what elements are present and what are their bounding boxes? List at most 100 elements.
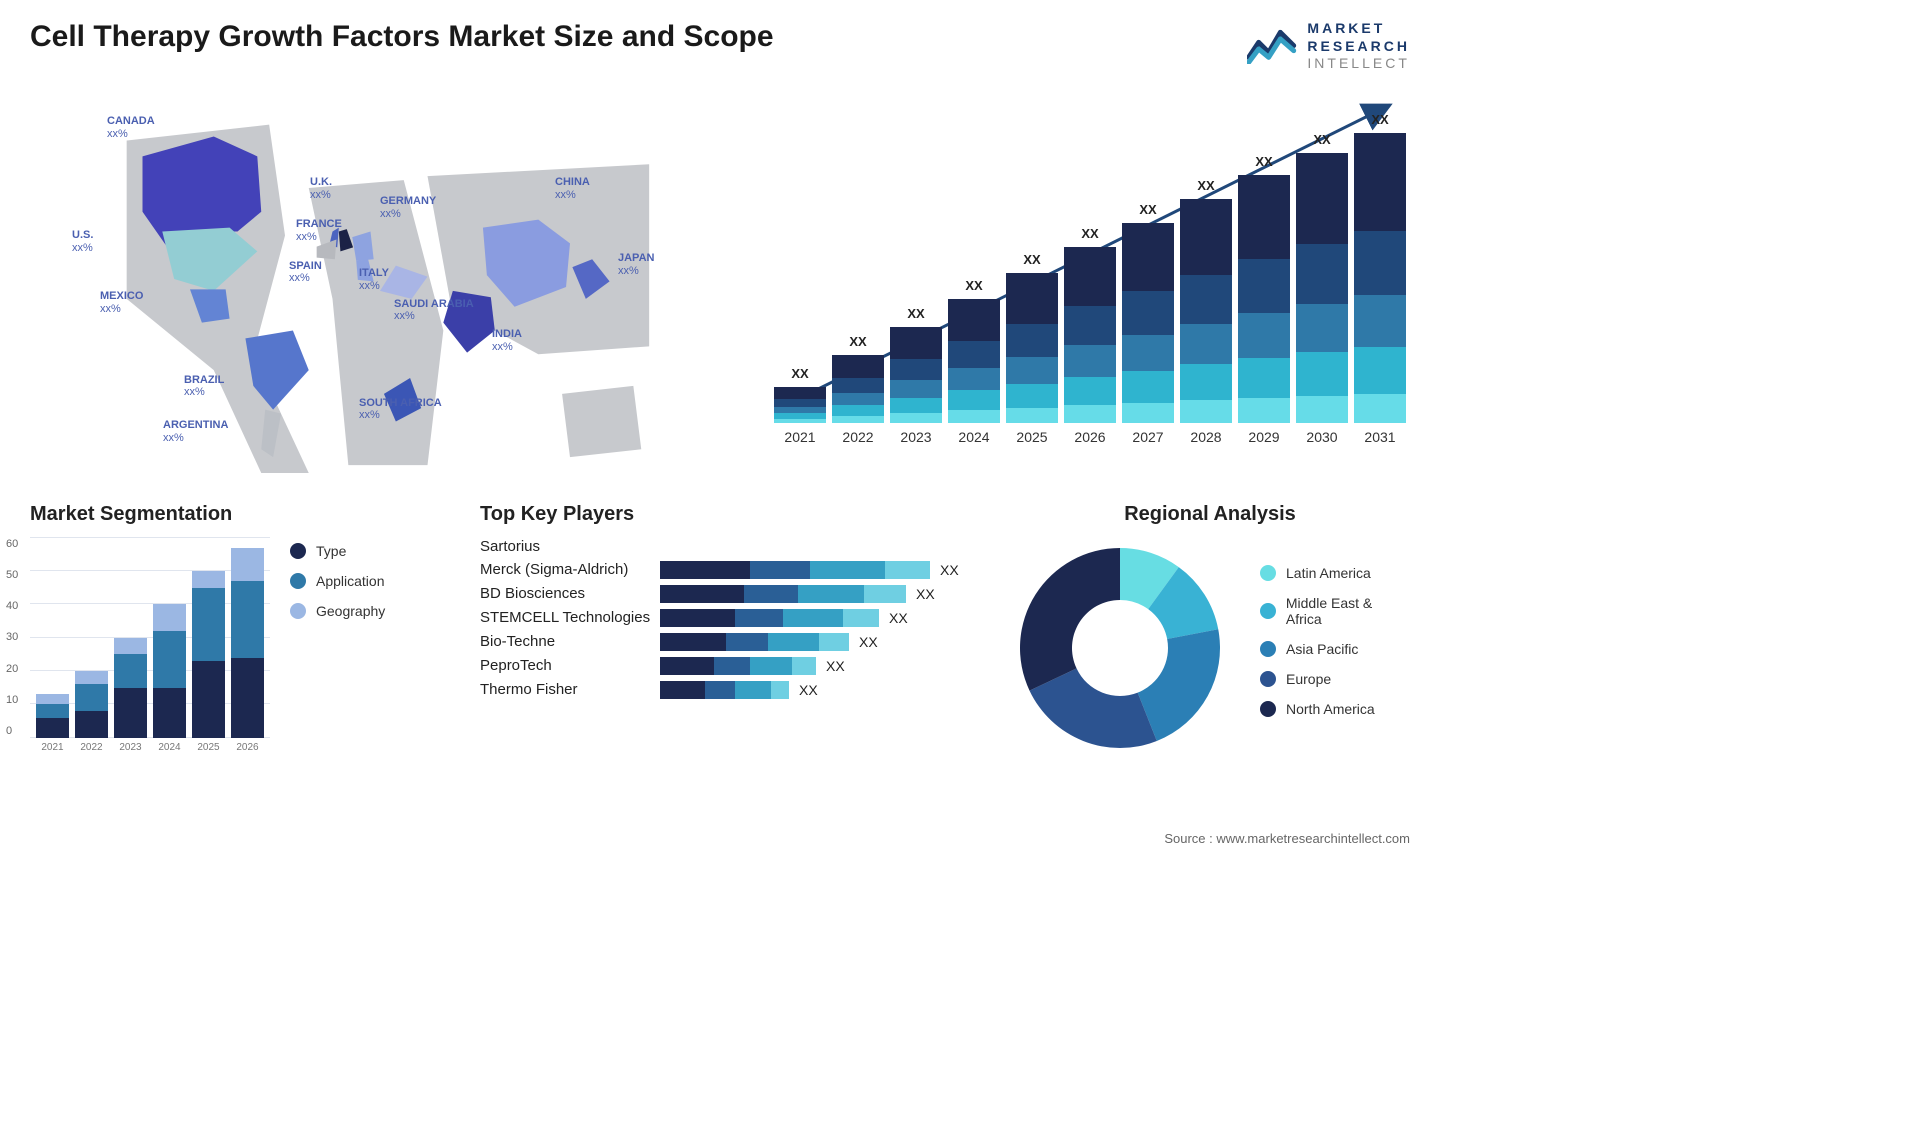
seg-bar-2023	[114, 638, 147, 738]
bottom-row: Market Segmentation 0102030405060 202120…	[30, 503, 1410, 758]
seg-bar-2021	[36, 694, 69, 737]
logo-line3: INTELLECT	[1307, 55, 1410, 73]
growth-bar-2025: XX	[1006, 252, 1058, 423]
growth-xlabel: 2031	[1354, 429, 1406, 445]
growth-bar-value: XX	[849, 334, 866, 349]
key-player-name: PeproTech	[480, 657, 660, 674]
regional-legend-item: Europe	[1260, 671, 1410, 687]
logo-line2: RESEARCH	[1307, 38, 1410, 56]
growth-xlabel: 2029	[1238, 429, 1290, 445]
logo-mark-icon	[1247, 24, 1297, 69]
growth-bar-value: XX	[965, 278, 982, 293]
key-player-value: XX	[859, 634, 878, 650]
map-label-canada: CANADAxx%	[107, 115, 155, 140]
key-player-value: XX	[940, 562, 959, 578]
key-players-title: Top Key Players	[480, 503, 960, 526]
key-player-value: XX	[889, 610, 908, 626]
key-player-name: Thermo Fisher	[480, 681, 660, 698]
growth-bar-value: XX	[1023, 252, 1040, 267]
world-map: CANADAxx%U.S.xx%MEXICOxx%BRAZILxx%ARGENT…	[30, 93, 730, 473]
key-player-value: XX	[799, 682, 818, 698]
segmentation-panel: Market Segmentation 0102030405060 202120…	[30, 503, 430, 758]
regional-donut-chart	[1010, 538, 1230, 758]
regional-legend-item: Asia Pacific	[1260, 641, 1410, 657]
key-player-name: BD Biosciences	[480, 585, 660, 602]
map-label-italy: ITALYxx%	[359, 267, 389, 292]
growth-bar-2023: XX	[890, 306, 942, 423]
regional-panel: Regional Analysis Latin AmericaMiddle Ea…	[1010, 503, 1410, 758]
key-player-name: Merck (Sigma-Aldrich)	[480, 561, 660, 578]
growth-bar-2021: XX	[774, 366, 826, 423]
segmentation-title: Market Segmentation	[30, 503, 270, 526]
seg-legend-item: Type	[290, 543, 385, 559]
growth-bar-value: XX	[1313, 132, 1330, 147]
seg-bar-2024	[153, 604, 186, 737]
growth-bar-2028: XX	[1180, 178, 1232, 423]
map-label-southafrica: SOUTH AFRICAxx%	[359, 397, 442, 422]
map-label-india: INDIAxx%	[492, 328, 522, 353]
growth-bar-2024: XX	[948, 278, 1000, 423]
seg-bar-2026	[231, 548, 264, 738]
key-players-panel: Top Key Players Sartorius Merck (Sigma-Al…	[480, 503, 960, 758]
growth-xlabel: 2023	[890, 429, 942, 445]
growth-bar-2031: XX	[1354, 112, 1406, 423]
seg-bar-2025	[192, 571, 225, 738]
key-player-row: Bio-Techne XX	[480, 633, 960, 651]
key-player-name: Sartorius	[480, 538, 660, 555]
growth-xlabel: 2022	[832, 429, 884, 445]
growth-xlabel: 2027	[1122, 429, 1174, 445]
map-label-saudiarabia: SAUDI ARABIAxx%	[394, 298, 474, 323]
key-player-row: Sartorius	[480, 538, 960, 555]
map-label-japan: JAPANxx%	[618, 252, 654, 277]
map-label-china: CHINAxx%	[555, 176, 590, 201]
brand-logo: MARKET RESEARCH INTELLECT	[1247, 20, 1410, 73]
regional-title: Regional Analysis	[1010, 503, 1410, 526]
key-player-row: Thermo Fisher XX	[480, 681, 960, 699]
key-player-value: XX	[916, 586, 935, 602]
growth-bar-value: XX	[1081, 226, 1098, 241]
growth-bar-chart: XX XX XX XX XX XX XX XX XX XX XX 2021 2022 2023 2024 2…	[770, 93, 1410, 473]
growth-xlabel: 2024	[948, 429, 1000, 445]
growth-bar-value: XX	[791, 366, 808, 381]
growth-bar-2029: XX	[1238, 154, 1290, 423]
seg-legend-item: Geography	[290, 603, 385, 619]
key-player-row: PeproTech XX	[480, 657, 960, 675]
key-player-row: BD Biosciences XX	[480, 585, 960, 603]
source-attribution: Source : www.marketresearchintellect.com	[1164, 831, 1410, 846]
regional-legend-item: Middle East & Africa	[1260, 595, 1410, 627]
growth-bar-value: XX	[1139, 202, 1156, 217]
growth-xlabel: 2028	[1180, 429, 1232, 445]
growth-bar-value: XX	[907, 306, 924, 321]
header: Cell Therapy Growth Factors Market Size …	[30, 20, 1410, 73]
map-label-germany: GERMANYxx%	[380, 195, 436, 220]
key-player-name: Bio-Techne	[480, 633, 660, 650]
key-player-name: STEMCELL Technologies	[480, 609, 660, 626]
map-label-spain: SPAINxx%	[289, 260, 322, 285]
growth-xlabel: 2030	[1296, 429, 1348, 445]
regional-legend-item: North America	[1260, 701, 1410, 717]
regional-legend: Latin AmericaMiddle East & AfricaAsia Pa…	[1260, 565, 1410, 731]
logo-line1: MARKET	[1307, 20, 1410, 38]
segmentation-legend: Type Application Geography	[290, 503, 385, 758]
growth-bar-2022: XX	[832, 334, 884, 423]
segmentation-chart: 0102030405060	[30, 538, 270, 738]
page-title: Cell Therapy Growth Factors Market Size …	[30, 20, 774, 54]
map-label-mexico: MEXICOxx%	[100, 290, 143, 315]
growth-xlabel: 2021	[774, 429, 826, 445]
growth-bar-2027: XX	[1122, 202, 1174, 423]
seg-bar-2022	[75, 671, 108, 738]
key-player-row: STEMCELL Technologies XX	[480, 609, 960, 627]
growth-bar-value: XX	[1197, 178, 1214, 193]
map-label-uk: U.K.xx%	[310, 176, 332, 201]
growth-xlabel: 2025	[1006, 429, 1058, 445]
growth-bar-value: XX	[1255, 154, 1272, 169]
growth-bar-2030: XX	[1296, 132, 1348, 423]
growth-xlabel: 2026	[1064, 429, 1116, 445]
seg-legend-item: Application	[290, 573, 385, 589]
logo-text: MARKET RESEARCH INTELLECT	[1307, 20, 1410, 73]
top-row: CANADAxx%U.S.xx%MEXICOxx%BRAZILxx%ARGENT…	[30, 93, 1410, 473]
key-player-row: Merck (Sigma-Aldrich) XX	[480, 561, 960, 579]
map-label-france: FRANCExx%	[296, 218, 342, 243]
growth-bar-value: XX	[1371, 112, 1388, 127]
key-player-value: XX	[826, 658, 845, 674]
